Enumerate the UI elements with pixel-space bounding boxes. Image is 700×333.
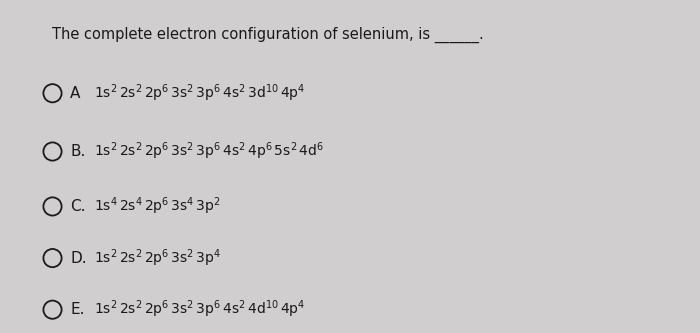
Text: E.: E.: [70, 302, 85, 317]
Text: $\mathrm{1s}^{4}\,\mathrm{2s}^{4}\,\mathrm{2p}^{6}\,\mathrm{3s}^{4}\,\mathrm{3p}: $\mathrm{1s}^{4}\,\mathrm{2s}^{4}\,\math…: [94, 196, 221, 217]
Text: B.: B.: [70, 144, 85, 159]
Text: $\mathrm{1s}^{2}\,\mathrm{2s}^{2}\,\mathrm{2p}^{6}\,\mathrm{3s}^{2}\,\mathrm{3p}: $\mathrm{1s}^{2}\,\mathrm{2s}^{2}\,\math…: [94, 83, 306, 104]
Text: A: A: [70, 86, 80, 101]
Text: $\mathrm{1s}^{2}\,\mathrm{2s}^{2}\,\mathrm{2p}^{6}\,\mathrm{3s}^{2}\,\mathrm{3p}: $\mathrm{1s}^{2}\,\mathrm{2s}^{2}\,\math…: [94, 141, 325, 162]
Text: $\mathrm{1s}^{2}\,\mathrm{2s}^{2}\,\mathrm{2p}^{6}\,\mathrm{3s}^{2}\,\mathrm{3p}: $\mathrm{1s}^{2}\,\mathrm{2s}^{2}\,\math…: [94, 299, 306, 320]
Text: C.: C.: [70, 199, 85, 214]
Text: $\mathrm{1s}^{2}\,\mathrm{2s}^{2}\,\mathrm{2p}^{6}\,\mathrm{3s}^{2}\,\mathrm{3p}: $\mathrm{1s}^{2}\,\mathrm{2s}^{2}\,\math…: [94, 247, 221, 269]
Text: The complete electron configuration of selenium, is ______.: The complete electron configuration of s…: [52, 27, 484, 43]
Text: D.: D.: [70, 250, 87, 266]
